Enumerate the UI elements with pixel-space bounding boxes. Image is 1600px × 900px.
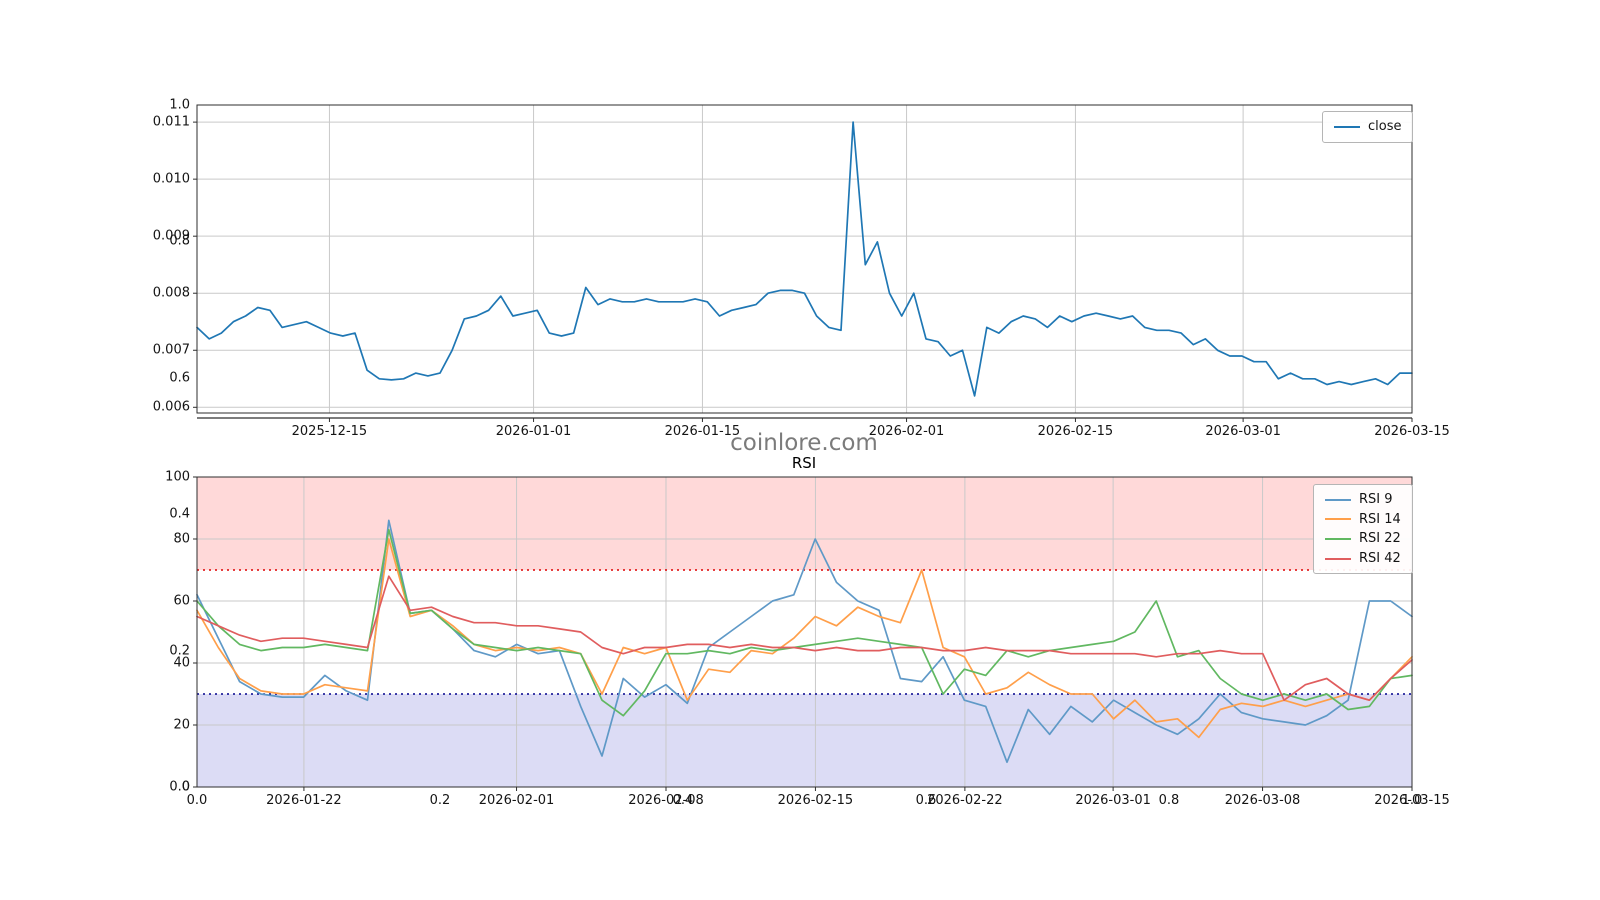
legend-item-close: close xyxy=(1334,117,1401,137)
legend-item-rsi-22: RSI 22 xyxy=(1325,529,1401,549)
legend-line-swatch xyxy=(1325,557,1351,560)
overlay-y-tick-label: 1.0 xyxy=(169,97,190,113)
price-spines xyxy=(196,104,1413,414)
overlay-y-tick-label: 0.6 xyxy=(169,370,190,386)
rsi-x-tick-label: 2026-02-22 xyxy=(927,793,1003,808)
legend-line-swatch xyxy=(1325,518,1351,521)
legend-label: RSI 9 xyxy=(1359,492,1393,507)
legend-item-rsi-9: RSI 9 xyxy=(1325,490,1401,510)
legend-line-swatch xyxy=(1325,498,1351,501)
rsi-legend: RSI 9 RSI 14 RSI 22 RSI 42 xyxy=(1313,484,1413,575)
rsi-y-tick-label: 100 xyxy=(165,469,190,485)
rsi-9-line xyxy=(196,519,1413,764)
rsi-x-tick-label: 2026-02-01 xyxy=(478,793,555,808)
rsi-band-1 xyxy=(197,694,1412,787)
price-x-tick-label: 2026-03-01 xyxy=(1205,424,1281,439)
overlay-x-tick-label: 0.6 xyxy=(915,793,937,808)
overlay-x-tick-label: 0.4 xyxy=(672,793,694,808)
legend-label: close xyxy=(1368,119,1402,134)
price-x-tick-label: 2026-01-01 xyxy=(495,424,572,439)
legend-item-rsi-42: RSI 42 xyxy=(1325,549,1401,569)
legend-label: RSI 14 xyxy=(1359,511,1401,527)
rsi-x-tick-label: 2026-02-15 xyxy=(777,793,854,808)
rsi-y-tick-label: 60 xyxy=(173,593,190,609)
overlay-y-tick-label: 0.0 xyxy=(169,779,190,795)
rsi-x-tick-label: 2026-03-15 xyxy=(1374,793,1450,808)
overlay-y-tick-label: 0.8 xyxy=(169,233,190,249)
rsi-panel-title: RSI xyxy=(791,454,817,472)
legend-line-swatch xyxy=(1334,125,1360,128)
price-x-tick-label: 2026-02-15 xyxy=(1037,424,1114,439)
legend-label: RSI 42 xyxy=(1359,550,1401,566)
overlay-x-tick-label: 1.0 xyxy=(1401,793,1423,808)
rsi-x-tick-label: 2026-01-22 xyxy=(266,793,342,808)
rsi-x-tick-label: 2026-02-08 xyxy=(628,793,704,808)
rsi-y-tick-label: 40 xyxy=(173,655,190,671)
price-x-tick-label: 2026-02-01 xyxy=(868,424,945,439)
legend-label: RSI 22 xyxy=(1359,531,1401,547)
legend-line-swatch xyxy=(1325,537,1351,540)
legend-item-rsi-14: RSI 14 xyxy=(1325,510,1401,530)
overlay-x-tick-label: 0.0 xyxy=(186,793,208,808)
rsi-x-tick-label: 2026-03-08 xyxy=(1224,793,1301,808)
price-x-tick-label: 2025-12-15 xyxy=(291,424,368,439)
price-y-tick-label: 0.010 xyxy=(152,171,190,187)
rsi-22-line xyxy=(196,528,1413,717)
price-y-tick-label: 0.009 xyxy=(152,228,190,244)
rsi-14-line xyxy=(196,538,1413,739)
price-x-tick-label: 2026-01-15 xyxy=(664,424,741,439)
rsi-y-tick-label: 0 xyxy=(181,779,190,795)
rsi-y-tick-label: 80 xyxy=(173,531,190,547)
close-line xyxy=(196,121,1413,397)
price-y-tick-label: 0.007 xyxy=(152,342,190,358)
price-y-tick-label: 0.011 xyxy=(152,114,190,130)
rsi-x-tick-label: 2026-03-01 xyxy=(1075,793,1151,808)
overlay-x-tick-label: 0.2 xyxy=(429,793,451,808)
rsi-42-line xyxy=(196,575,1413,702)
watermark-text: coinlore.com xyxy=(730,430,878,456)
overlay-y-tick-label: 0.4 xyxy=(169,506,190,522)
overlay-x-tick-label: 0.8 xyxy=(1158,793,1180,808)
overlay-y-tick-label: 0.2 xyxy=(169,643,190,659)
rsi-band-0 xyxy=(197,477,1412,570)
price-y-tick-label: 0.008 xyxy=(152,285,190,301)
price-legend: close xyxy=(1322,111,1414,143)
rsi-spines xyxy=(196,476,1413,788)
rsi-y-tick-label: 20 xyxy=(173,717,190,733)
price-x-tick-label: 2026-03-15 xyxy=(1374,424,1450,439)
price-y-tick-label: 0.006 xyxy=(152,399,190,415)
